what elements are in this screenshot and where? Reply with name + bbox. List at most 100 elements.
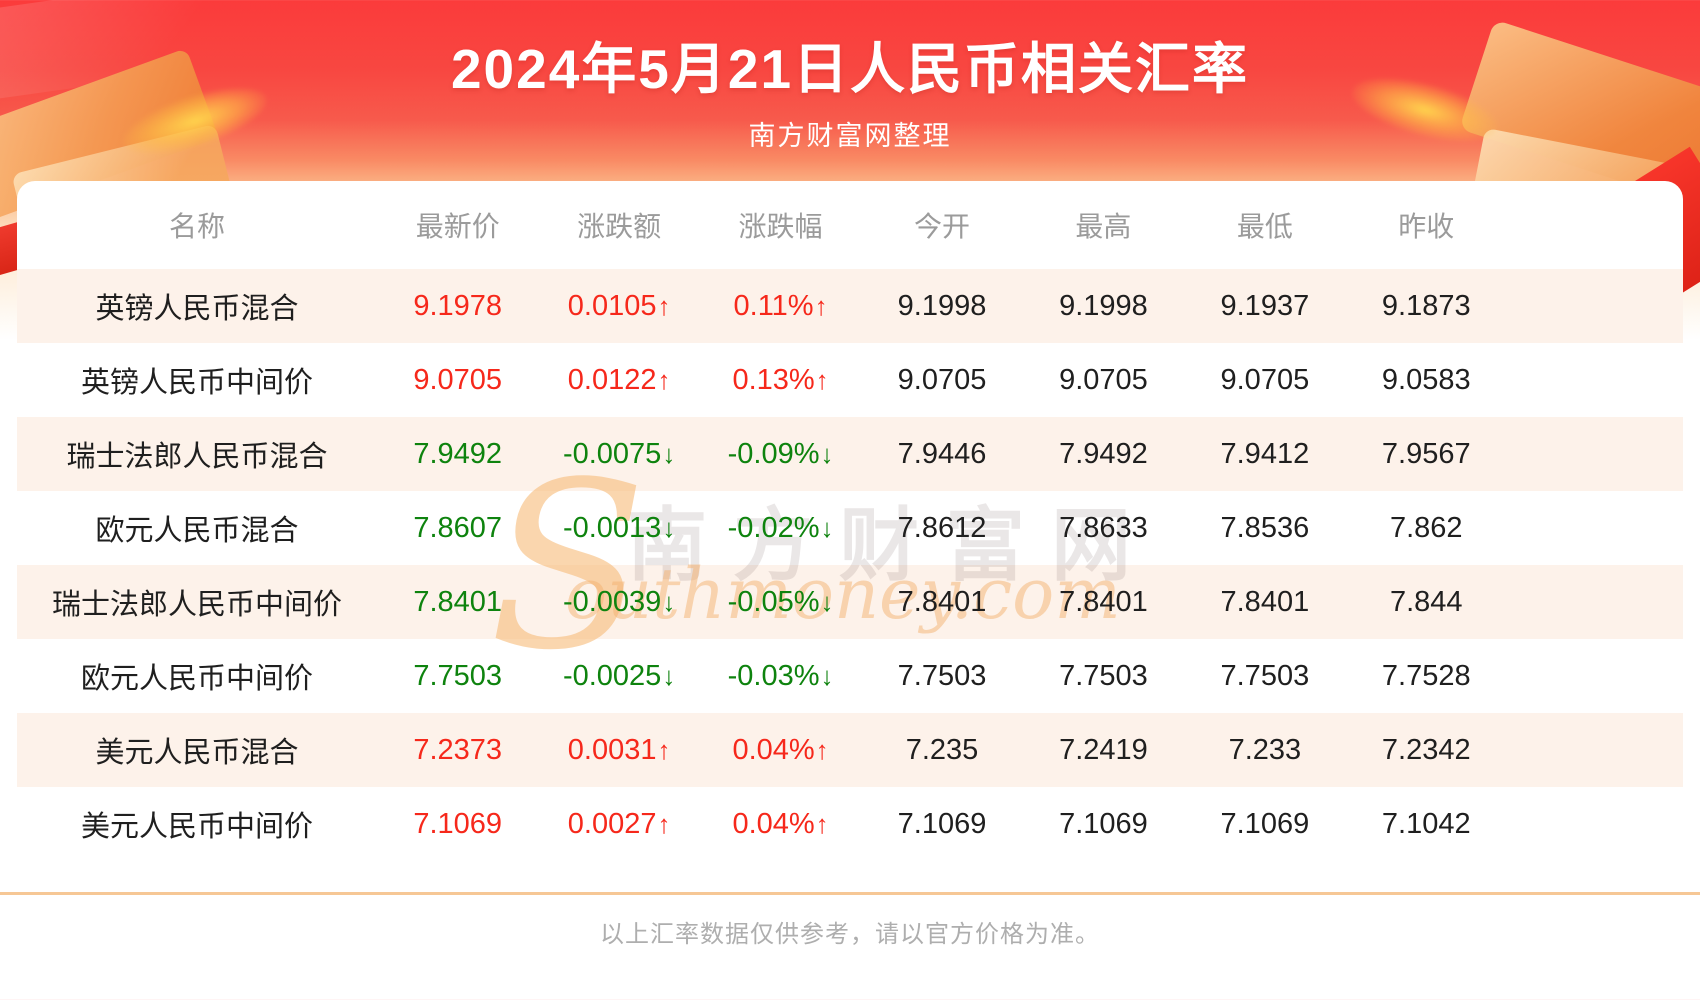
prev-close-price: 7.9567 [1381, 437, 1471, 470]
change-pct-value: 0.04% [732, 733, 815, 766]
prev-close-price: 7.844 [1389, 585, 1463, 618]
change-pct-value: 0.13% [732, 363, 815, 396]
column-header-change: 涨跌额 [577, 211, 662, 242]
change-percent: -0.05%↓ [700, 586, 861, 619]
open-price: 7.1069 [897, 807, 987, 840]
low-price: 7.1069 [1220, 807, 1310, 840]
latest-price: 9.0705 [413, 363, 503, 396]
column-header-high: 最高 [1075, 211, 1132, 242]
open-price: 7.8612 [897, 511, 987, 544]
change-percent: -0.09%↓ [700, 438, 861, 471]
high-price: 7.1069 [1059, 807, 1148, 840]
latest-price: 7.1069 [413, 807, 503, 840]
latest-price: 7.2373 [413, 733, 503, 766]
high-price: 7.9492 [1059, 437, 1148, 470]
table-body: 英镑人民币混合 9.1978 0.0105↑ 0.11%↑ 9.1998 9.1… [17, 269, 1683, 861]
low-price: 7.8536 [1220, 511, 1310, 544]
direction-arrow-icon: ↓ [820, 586, 834, 617]
low-price: 7.9412 [1220, 437, 1310, 470]
change-percent: 0.04%↑ [700, 734, 861, 767]
change-percent: 0.04%↑ [700, 808, 861, 841]
change-value: -0.0075 [562, 437, 662, 470]
latest-price: 7.8607 [413, 511, 503, 544]
prev-close-price: 9.0583 [1381, 363, 1471, 396]
low-price: 9.0705 [1220, 363, 1310, 396]
column-header-change-pct: 涨跌幅 [738, 211, 823, 242]
change-amount: 0.0122↑ [538, 364, 699, 397]
currency-name: 美元人民币混合 [95, 737, 299, 769]
open-price: 7.7503 [897, 659, 987, 692]
high-price: 7.7503 [1059, 659, 1148, 692]
change-value: 0.0027 [567, 807, 657, 840]
direction-arrow-icon: ↓ [662, 586, 676, 617]
prev-close-price: 7.2342 [1381, 733, 1471, 766]
change-pct-value: 0.04% [732, 807, 815, 840]
direction-arrow-icon: ↓ [662, 660, 676, 691]
low-price: 7.8401 [1220, 585, 1310, 618]
direction-arrow-icon: ↑ [815, 364, 829, 395]
change-value: -0.0039 [562, 585, 662, 618]
table-row: 瑞士法郎人民币中间价 7.8401 -0.0039↓ -0.05%↓ 7.840… [17, 565, 1683, 639]
change-percent: 0.13%↑ [700, 364, 861, 397]
currency-name: 欧元人民币中间价 [80, 663, 313, 695]
direction-arrow-icon: ↓ [662, 438, 676, 469]
high-price: 7.8401 [1059, 585, 1148, 618]
column-header-open: 今开 [913, 211, 970, 242]
prev-close-price: 7.7528 [1381, 659, 1471, 692]
low-price: 7.7503 [1220, 659, 1310, 692]
prev-close-price: 9.1873 [1381, 289, 1471, 322]
footer-disclaimer: 以上汇率数据仅供参考，请以官方价格为准。 [600, 921, 1100, 948]
column-header-latest: 最新价 [415, 211, 500, 242]
currency-name: 美元人民币中间价 [80, 811, 313, 843]
table-row: 英镑人民币中间价 9.0705 0.0122↑ 0.13%↑ 9.0705 9.… [17, 343, 1683, 417]
table-row: 欧元人民币混合 7.8607 -0.0013↓ -0.02%↓ 7.8612 7… [17, 491, 1683, 565]
currency-name: 英镑人民币中间价 [80, 367, 313, 399]
page-title: 2024年5月21日人民币相关汇率 [450, 38, 1250, 100]
high-price: 9.1998 [1059, 289, 1148, 322]
low-price: 9.1937 [1220, 289, 1310, 322]
latest-price: 9.1978 [413, 289, 503, 322]
change-amount: 0.0031↑ [538, 734, 699, 767]
column-header-prev-close: 昨收 [1398, 211, 1455, 242]
latest-price: 7.7503 [413, 659, 503, 692]
table-row: 欧元人民币中间价 7.7503 -0.0025↓ -0.03%↓ 7.7503 … [17, 639, 1683, 713]
direction-arrow-icon: ↓ [662, 512, 676, 543]
currency-name: 瑞士法郎人民币混合 [66, 441, 328, 473]
change-value: 0.0105 [567, 289, 657, 322]
high-price: 7.2419 [1059, 733, 1148, 766]
direction-arrow-icon: ↑ [657, 290, 671, 321]
change-pct-value: -0.09% [727, 437, 820, 470]
change-value: 0.0122 [567, 363, 657, 396]
rates-card: 名称 最新价 涨跌额 涨跌幅 今开 最高 最低 昨收 英镑人民币混合 9.197… [17, 181, 1683, 893]
change-value: -0.0013 [562, 511, 662, 544]
table-row: 美元人民币混合 7.2373 0.0031↑ 0.04%↑ 7.235 7.24… [17, 713, 1683, 787]
change-percent: -0.03%↓ [700, 660, 861, 693]
change-pct-value: -0.02% [727, 511, 820, 544]
table-row: 美元人民币中间价 7.1069 0.0027↑ 0.04%↑ 7.1069 7.… [17, 787, 1683, 861]
table-row: 瑞士法郎人民币混合 7.9492 -0.0075↓ -0.09%↓ 7.9446… [17, 417, 1683, 491]
open-price: 9.0705 [897, 363, 987, 396]
footer-divider [0, 892, 1700, 895]
change-amount: -0.0013↓ [538, 512, 699, 545]
table-header-row: 名称 最新价 涨跌额 涨跌幅 今开 最高 最低 昨收 [17, 181, 1683, 269]
change-amount: 0.0027↑ [538, 808, 699, 841]
currency-name: 瑞士法郎人民币中间价 [51, 589, 342, 621]
change-amount: -0.0039↓ [538, 586, 699, 619]
low-price: 7.233 [1228, 733, 1302, 766]
change-amount: -0.0075↓ [538, 438, 699, 471]
change-value: 0.0031 [567, 733, 657, 766]
direction-arrow-icon: ↑ [815, 808, 829, 839]
direction-arrow-icon: ↓ [820, 660, 834, 691]
prev-close-price: 7.1042 [1381, 807, 1471, 840]
latest-price: 7.9492 [413, 437, 503, 470]
currency-name: 英镑人民币混合 [95, 293, 299, 325]
direction-arrow-icon: ↑ [657, 734, 671, 765]
direction-arrow-icon: ↑ [657, 364, 671, 395]
prev-close-price: 7.862 [1389, 511, 1463, 544]
change-pct-value: -0.03% [727, 659, 820, 692]
high-price: 9.0705 [1059, 363, 1148, 396]
high-price: 7.8633 [1059, 511, 1148, 544]
direction-arrow-icon: ↑ [815, 734, 829, 765]
change-percent: -0.02%↓ [700, 512, 861, 545]
change-percent: 0.11%↑ [700, 290, 861, 323]
